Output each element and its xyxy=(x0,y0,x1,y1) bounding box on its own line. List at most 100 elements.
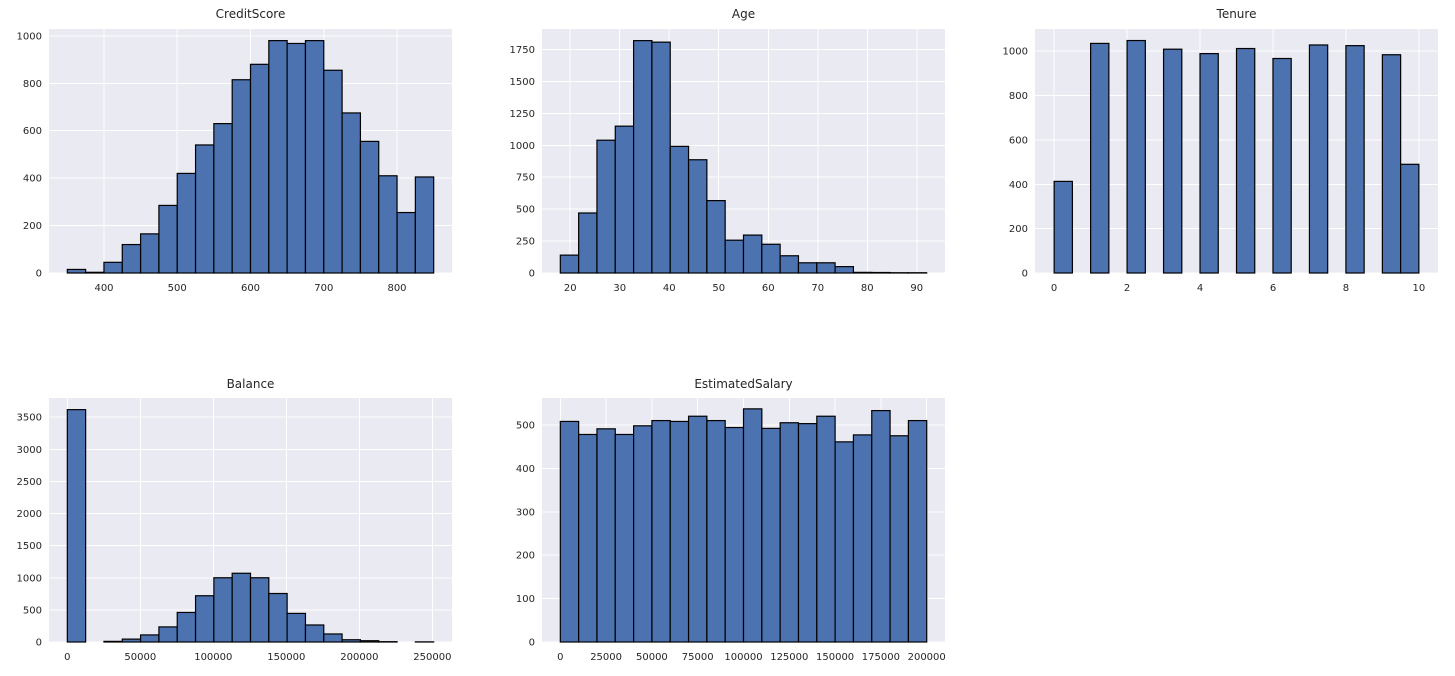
x-tick-label: 80 xyxy=(861,283,874,294)
histogram-bar xyxy=(304,40,325,274)
histogram-bar xyxy=(559,254,580,274)
histogram-bar xyxy=(121,243,142,274)
x-tick-label: 250000 xyxy=(413,652,451,663)
histogram-bar xyxy=(1162,48,1183,274)
histogram-bar xyxy=(121,638,142,643)
y-tick-label: 200 xyxy=(1009,224,1028,235)
histogram-bar xyxy=(286,42,307,274)
histogram-bar xyxy=(687,415,708,643)
y-tick-label: 0 xyxy=(36,638,42,649)
histogram-bar xyxy=(1400,163,1420,274)
y-tick-label: 500 xyxy=(516,420,535,431)
histogram-bar xyxy=(323,69,343,274)
y-tick-label: 1000 xyxy=(510,141,535,152)
histogram-bar xyxy=(559,420,580,643)
histogram-bar xyxy=(834,441,855,643)
y-tick-label: 500 xyxy=(23,605,42,616)
x-tick-label: 10 xyxy=(1413,283,1426,294)
x-tick-label: 600 xyxy=(241,283,260,294)
histogram-bar xyxy=(614,125,635,274)
y-tick-label: 500 xyxy=(516,205,535,216)
y-tick-label: 3500 xyxy=(17,413,42,424)
y-tick-label: 600 xyxy=(1009,135,1028,146)
histogram-bar xyxy=(268,592,288,643)
y-tick-label: 0 xyxy=(529,638,535,649)
histogram-bar xyxy=(66,268,87,274)
y-tick-label: 200 xyxy=(516,551,535,562)
y-tick-label: 2000 xyxy=(17,509,42,520)
y-tick-label: 1500 xyxy=(510,77,535,88)
x-tick-label: 400 xyxy=(94,283,113,294)
x-tick-label: 70 xyxy=(811,283,824,294)
x-tick-label: 500 xyxy=(168,283,187,294)
x-tick-label: 2 xyxy=(1124,283,1130,294)
x-tick-label: 150000 xyxy=(816,652,854,663)
histogram-bar xyxy=(907,419,928,643)
histogram-bar xyxy=(213,577,233,643)
y-tick-label: 300 xyxy=(516,507,535,518)
y-tick-label: 400 xyxy=(516,464,535,475)
histogram-bar xyxy=(139,634,160,643)
chart-age: Age 0 250 500 750 1000 1250 1500 1750 20 30 40 50 60… xyxy=(485,0,970,338)
histogram-bar xyxy=(742,408,763,643)
histogram-bar xyxy=(852,271,873,274)
histogram-bar xyxy=(871,409,891,643)
histogram-bar xyxy=(359,640,380,643)
histogram-bar xyxy=(176,172,197,274)
y-tick-label: 800 xyxy=(1009,91,1028,102)
histogram-bar xyxy=(268,40,288,274)
histogram-bar xyxy=(1090,42,1110,274)
histogram-bar xyxy=(323,633,343,643)
histogram-bar xyxy=(414,176,435,274)
y-tick-label: 1000 xyxy=(1003,47,1028,58)
histogram-bar xyxy=(103,640,123,643)
y-tick-label: 0 xyxy=(1022,269,1028,280)
histogram-bar xyxy=(669,145,690,274)
y-tick-label: 1000 xyxy=(17,31,42,42)
histogram-bar xyxy=(1345,45,1365,274)
x-tick-label: 200000 xyxy=(340,652,378,663)
histogram-bar xyxy=(341,112,362,274)
histogram-bar xyxy=(614,433,635,643)
histogram-bar xyxy=(632,40,653,274)
histogram-bar xyxy=(633,425,653,643)
x-tick-label: 30 xyxy=(613,283,626,294)
histogram-bar xyxy=(761,243,781,274)
y-tick-label: 100 xyxy=(516,594,535,605)
y-tick-label: 250 xyxy=(516,237,535,248)
chart-balance: Balance 0 500 1000 1500 2000 2500 3000 3500 0 500… xyxy=(0,338,485,676)
histogram-bar xyxy=(231,79,252,274)
histogram-bar xyxy=(834,266,855,274)
x-tick-label: 100000 xyxy=(194,652,232,663)
histogram-bar xyxy=(852,434,873,643)
x-tick-label: 60 xyxy=(762,283,775,294)
x-tick-label: 200000 xyxy=(908,652,946,663)
histogram-bar xyxy=(889,435,909,643)
histogram-bar xyxy=(669,420,690,643)
histogram-bar xyxy=(797,423,818,643)
histogram-bar xyxy=(249,577,270,643)
x-tick-label: 0 xyxy=(64,652,70,663)
histogram-bar xyxy=(378,175,398,274)
y-tick-label: 400 xyxy=(1009,180,1028,191)
chart-title: Tenure xyxy=(1216,7,1257,21)
chart-title: Age xyxy=(731,7,756,21)
x-tick-label: 800 xyxy=(387,283,406,294)
histogram-bar xyxy=(158,204,178,274)
y-tick-label: 800 xyxy=(23,79,42,90)
histogram-bar xyxy=(359,140,380,274)
histogram-bar xyxy=(687,159,708,274)
histogram-bar xyxy=(724,239,745,274)
histogram-bar xyxy=(1126,39,1146,274)
x-tick-label: 6 xyxy=(1270,283,1276,294)
histogram-bar xyxy=(1199,53,1219,274)
x-tick-label: 175000 xyxy=(862,652,900,663)
histogram-bar xyxy=(706,200,726,274)
histogram-bar xyxy=(706,419,726,643)
x-tick-label: 90 xyxy=(910,283,923,294)
histogram-bar xyxy=(103,261,123,274)
histogram-bar xyxy=(1053,180,1073,274)
histogram-bar xyxy=(578,212,598,274)
x-tick-label: 75000 xyxy=(682,652,714,663)
